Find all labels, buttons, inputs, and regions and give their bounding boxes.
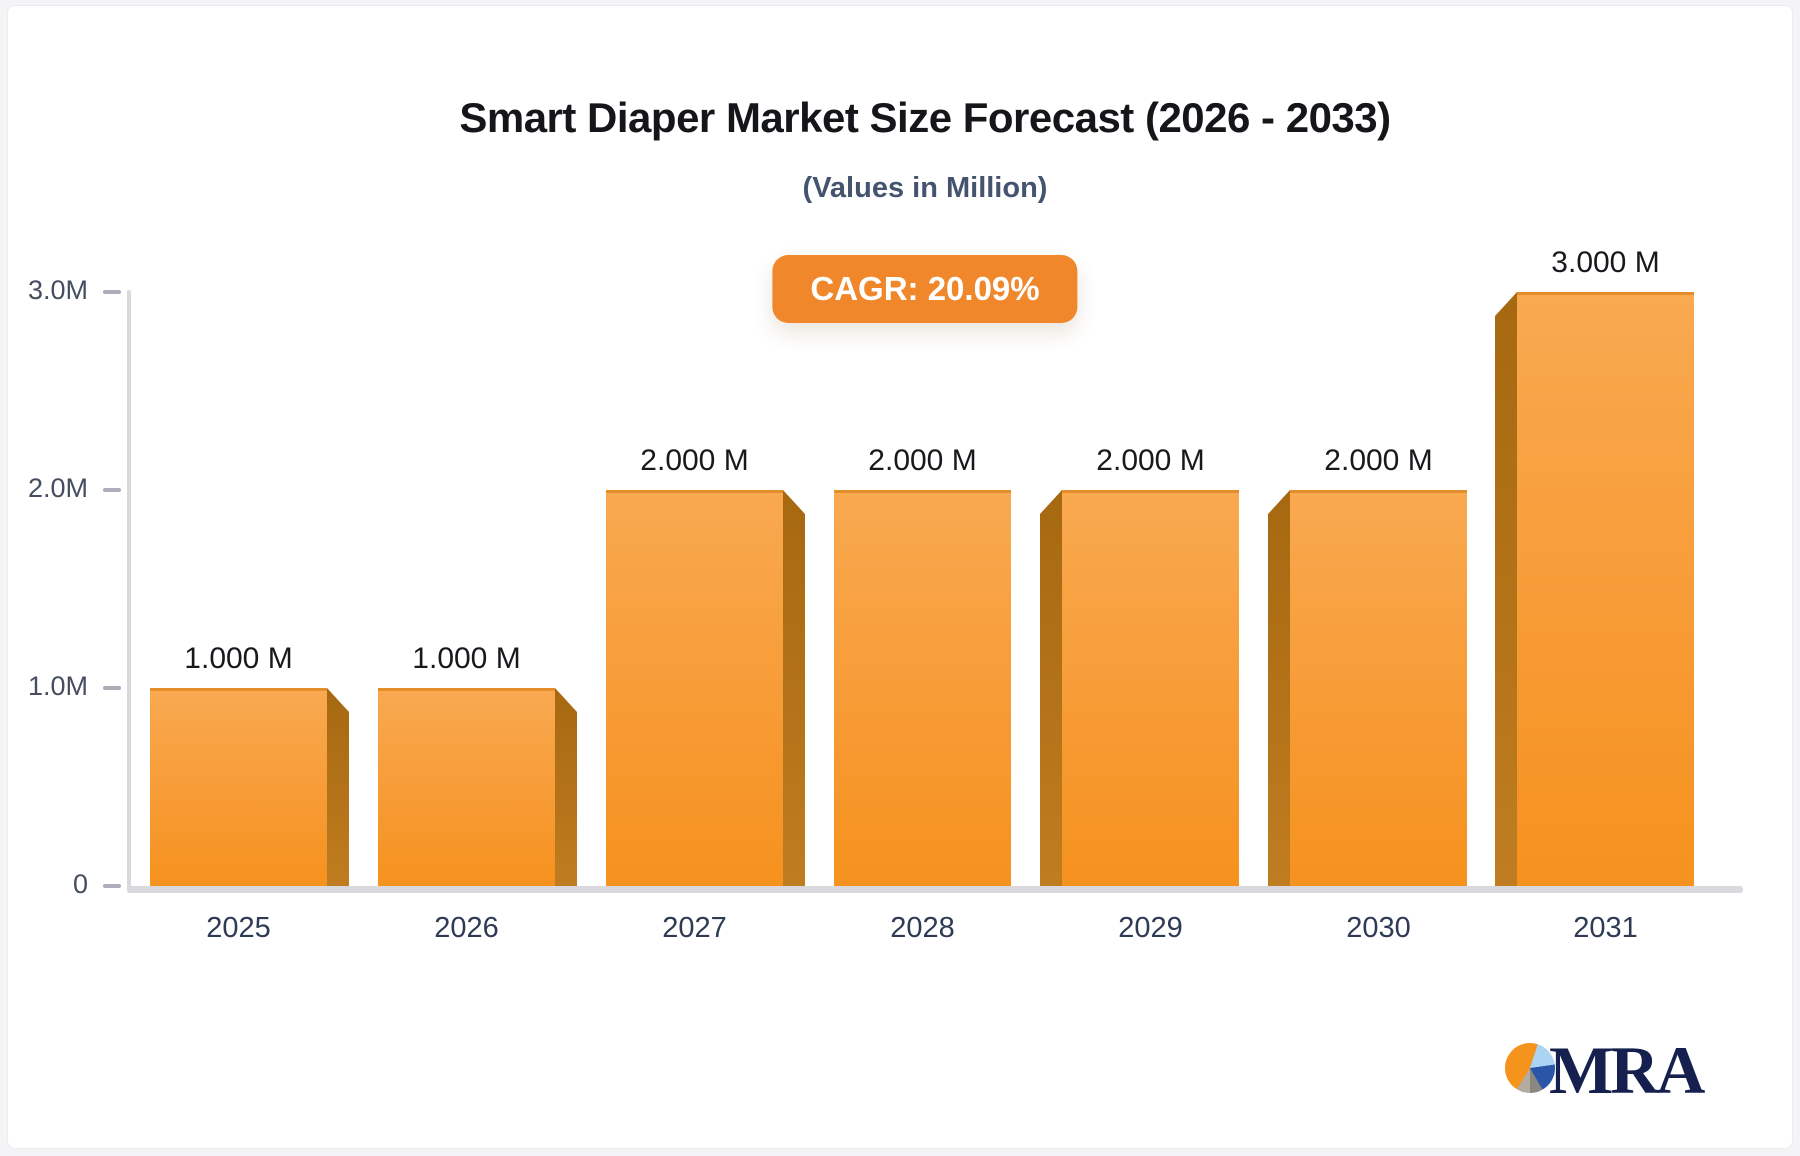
bar-face — [1290, 490, 1467, 886]
x-axis-line — [127, 886, 1743, 893]
bar-side — [1040, 490, 1062, 886]
bar-side — [783, 490, 805, 886]
y-tick-mark — [103, 488, 121, 492]
bar-value-label: 3.000 M — [1551, 246, 1660, 279]
x-tick-label: 2028 — [890, 912, 955, 944]
bar-value-label: 2.000 M — [1096, 444, 1205, 477]
bar-face — [378, 688, 555, 886]
bar-face — [1062, 490, 1239, 886]
y-tick-mark — [103, 884, 121, 888]
bar-face — [606, 490, 783, 886]
x-tick-label: 2027 — [662, 912, 727, 944]
pie-chart-logo-icon — [1505, 1043, 1555, 1093]
bar-value-label: 2.000 M — [868, 444, 977, 477]
x-tick-label: 2025 — [206, 912, 271, 944]
cagr-badge-label: CAGR: 20.09% — [810, 270, 1040, 307]
chart-subtitle: (Values in Million) — [802, 172, 1048, 204]
x-tick-label: 2031 — [1573, 912, 1638, 944]
bar-value-label: 1.000 M — [184, 642, 293, 675]
y-tick-label: 0 — [72, 869, 88, 899]
bar-side — [1495, 292, 1517, 886]
bar-value-label: 2.000 M — [1324, 444, 1433, 477]
bar-side — [555, 688, 577, 886]
chart-title: Smart Diaper Market Size Forecast (2026 … — [459, 94, 1391, 141]
y-tick-label: 2.0M — [27, 473, 88, 503]
mra-logo: MRA — [1505, 1032, 1735, 1112]
logo-text: MRA — [1549, 1032, 1705, 1108]
x-tick-label: 2029 — [1118, 912, 1183, 944]
x-tick-label: 2026 — [434, 912, 499, 944]
bar-face — [834, 490, 1011, 886]
y-tick-mark — [103, 686, 121, 690]
bar-side — [327, 688, 349, 886]
bar-side — [1268, 490, 1290, 886]
bar-face — [150, 688, 327, 886]
bar-face — [1517, 292, 1694, 886]
cagr-badge: CAGR: 20.09% — [772, 255, 1078, 323]
y-tick-label: 3.0M — [27, 275, 88, 305]
bar-value-label: 1.000 M — [412, 642, 521, 675]
y-axis-line — [127, 290, 131, 891]
y-tick-mark — [103, 290, 121, 294]
x-tick-label: 2030 — [1346, 912, 1411, 944]
y-tick-label: 1.0M — [27, 671, 88, 701]
bar-value-label: 2.000 M — [640, 444, 749, 477]
